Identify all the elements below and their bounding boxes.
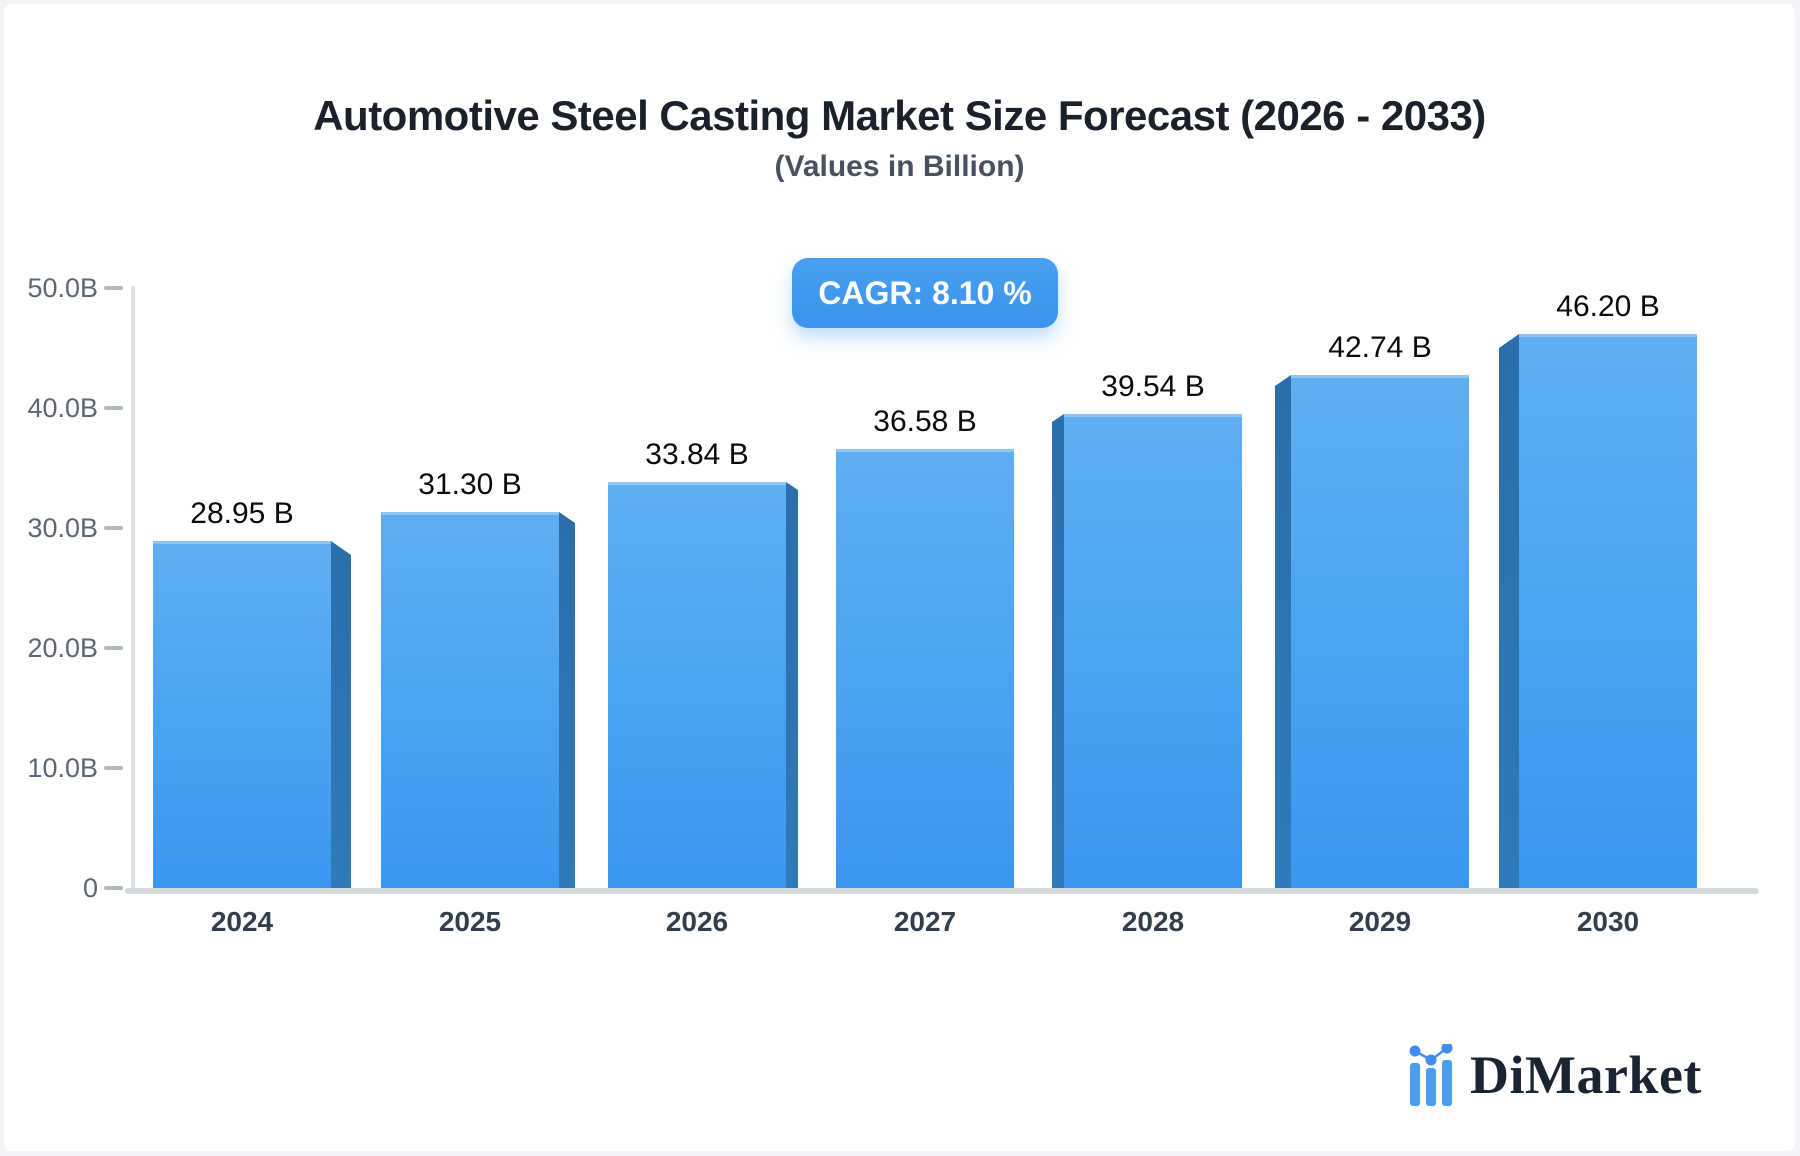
bar-2030 [1519,334,1697,888]
y-axis-line [131,286,135,894]
bar-top-highlight [1064,414,1242,417]
bar-2026 [608,482,786,888]
bar-side-2025 [559,512,575,888]
x-axis-label-2026: 2026 [665,906,729,937]
x-axis-label-2028: 2028 [1121,906,1185,937]
bar-value-label-2029: 42.74 B [1328,331,1432,364]
bar-top-highlight [836,449,1014,452]
y-tick-label: 0 [82,873,98,903]
bar-2029 [1291,375,1469,888]
bar-value-label-2028: 39.54 B [1101,370,1205,403]
y-tick-label: 50.0B [27,273,98,303]
bar-value-label-2025: 31.30 B [418,468,522,501]
dimarket-logo: DiMarket [1408,1044,1702,1106]
bar-top-highlight [381,512,559,515]
x-axis-label-2030: 2030 [1576,906,1640,937]
y-tick-label: 10.0B [27,753,98,783]
x-axis-label-2029: 2029 [1348,906,1412,937]
x-axis-label-2024: 2024 [210,906,274,937]
bar-2027 [836,449,1014,888]
bar-side-2030 [1499,334,1519,888]
chart-title: Automotive Steel Casting Market Size For… [313,92,1486,139]
bar-side-2026 [786,482,798,888]
bar-value-label-2030: 46.20 B [1556,290,1660,323]
y-tick-mark [104,886,123,890]
y-tick-label: 30.0B [27,513,98,543]
bar-value-label-2024: 28.95 B [190,497,294,530]
bar-top-highlight [1519,334,1697,337]
y-tick-mark [104,526,123,530]
x-axis-label-2025: 2025 [438,906,502,937]
y-tick-label: 20.0B [27,633,98,663]
dimarket-logo-icon [1409,1044,1453,1106]
bar-value-label-2026: 33.84 B [645,438,749,471]
x-axis-line [125,888,1759,894]
dimarket-logo-text: DiMarket [1470,1045,1702,1105]
bar-side-2028 [1052,414,1064,888]
chart-card: Automotive Steel Casting Market Size For… [4,4,1795,1151]
y-tick-mark [104,286,123,290]
cagr-badge: CAGR: 8.10 % [792,258,1058,328]
bar-value-label-2027: 36.58 B [873,405,977,438]
bar-2024 [153,541,331,888]
y-tick-label: 40.0B [27,393,98,423]
y-tick-mark [104,406,123,410]
bar-top-highlight [608,482,786,485]
bar-top-highlight [1291,375,1469,378]
bar-side-2024 [331,541,351,888]
x-axis-label-2027: 2027 [893,906,957,937]
bar-top-highlight [153,541,331,544]
y-tick-mark [104,646,123,650]
y-tick-mark [104,766,123,770]
chart-subtitle: (Values in Billion) [774,150,1025,183]
bar-2028 [1064,414,1242,888]
bar-side-2029 [1275,375,1291,888]
bar-2025 [381,512,559,888]
